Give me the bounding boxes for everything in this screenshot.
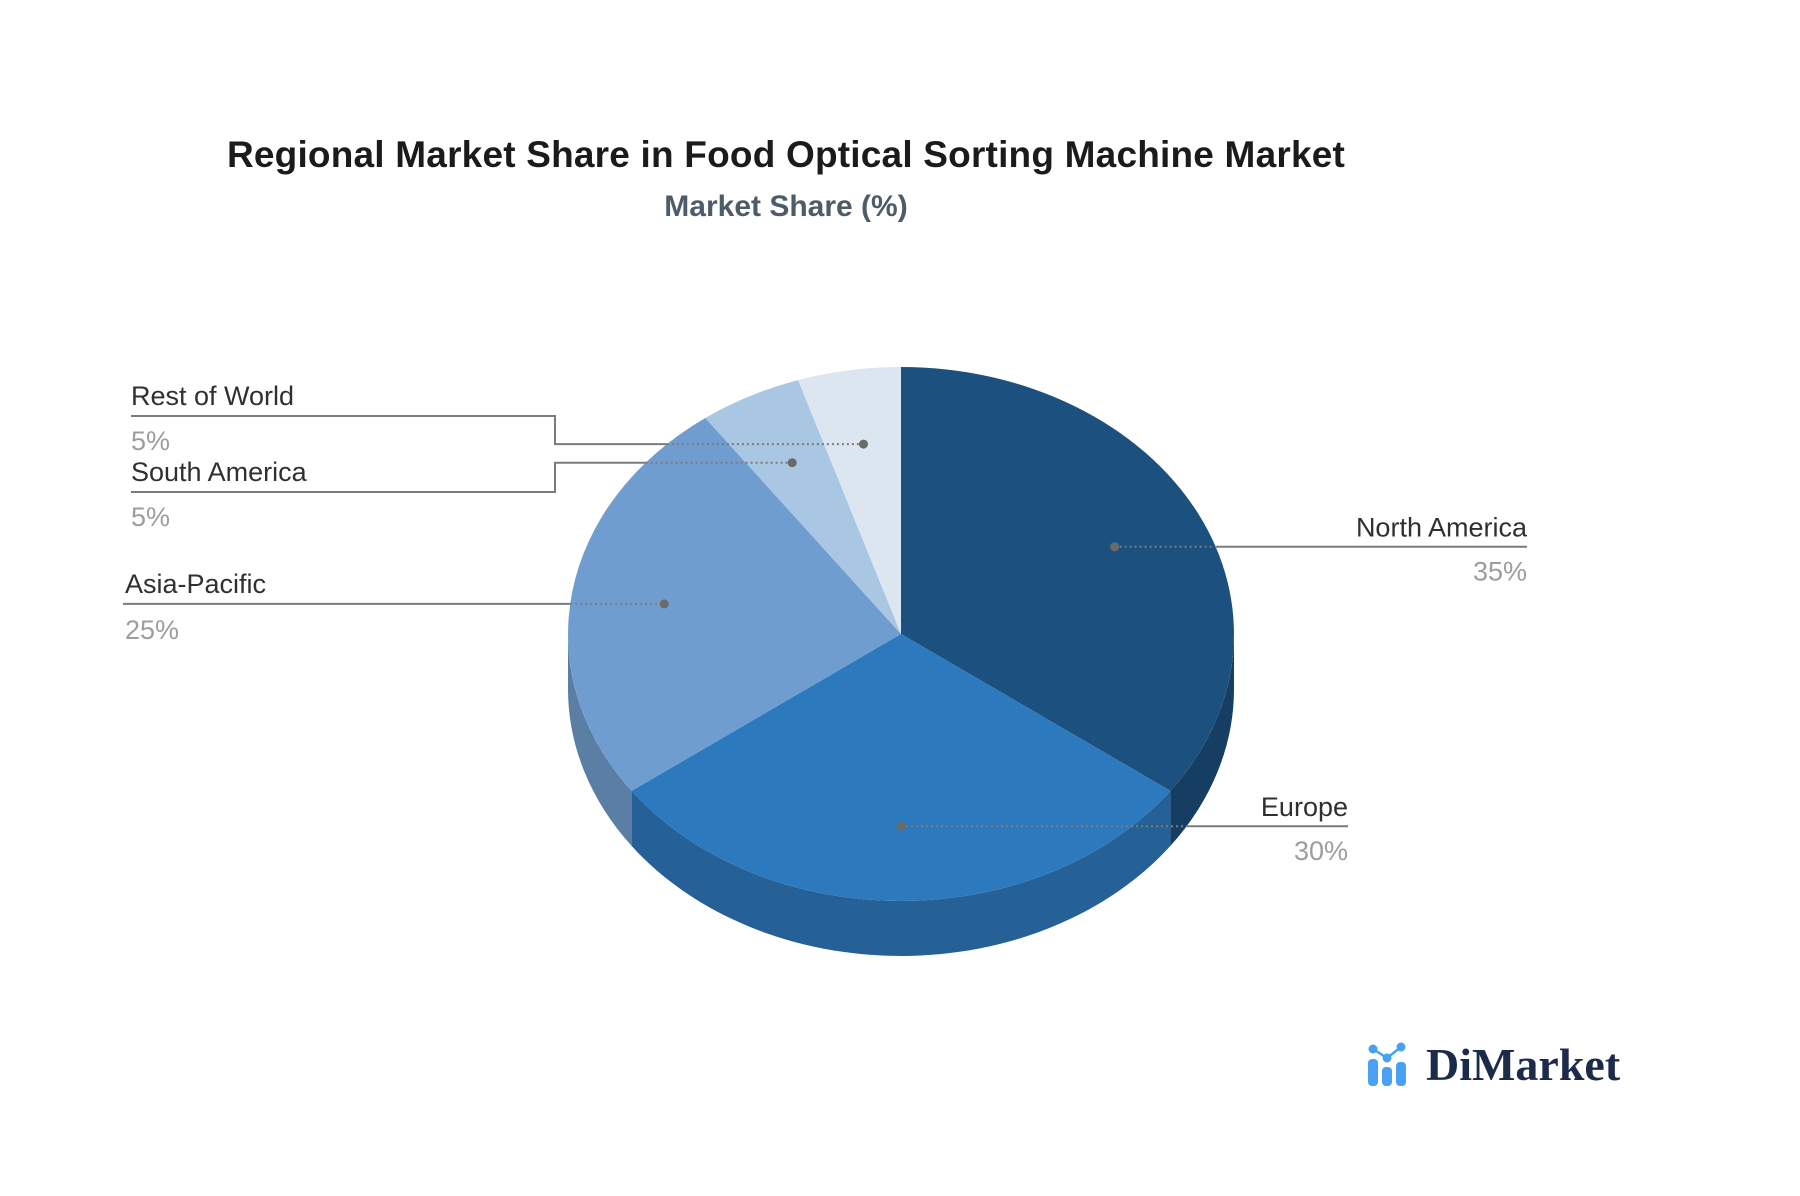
slice-value-rest-of-world: 5% xyxy=(131,426,170,456)
leader-line-stepped xyxy=(131,415,667,446)
slice-label-south-america: South America xyxy=(131,457,308,487)
slice-value-south-america: 5% xyxy=(131,502,170,532)
slice-value-europe: 30% xyxy=(1294,836,1348,866)
bar-line-chart-icon xyxy=(1366,1042,1412,1086)
slice-value-asia-pacific: 25% xyxy=(125,615,179,645)
leader-dot-south-america xyxy=(787,458,797,468)
leader-dot-asia-pacific xyxy=(659,599,669,609)
pie-slice-south-america[interactable] xyxy=(705,380,901,634)
pie-slice-north-america[interactable] xyxy=(901,367,1234,791)
pie-slice-rest-of-world[interactable] xyxy=(798,367,901,634)
leader-line-stepped xyxy=(131,461,646,493)
slice-value-north-america: 35% xyxy=(1473,557,1527,587)
leader-dot-north-america xyxy=(1110,542,1120,552)
slice-label-north-america: North America xyxy=(1356,513,1528,543)
pie-slice-side-europe xyxy=(631,790,1171,956)
slice-label-europe: Europe xyxy=(1261,792,1348,822)
chart-title: Regional Market Share in Food Optical So… xyxy=(226,134,1346,175)
pie-slice-europe[interactable] xyxy=(631,634,1171,901)
pie-slice-side-asia-pacific xyxy=(568,634,632,846)
brand-logo-text: DiMarket xyxy=(1426,1038,1621,1090)
brand-logo: DiMarket xyxy=(1366,1038,1621,1090)
pie-slice-asia-pacific[interactable] xyxy=(568,418,901,791)
pie-slice-side-north-america xyxy=(1170,634,1234,846)
leader-dot-europe xyxy=(896,821,906,831)
slice-label-asia-pacific: Asia-Pacific xyxy=(125,569,266,599)
chart-subtitle: Market Share (%) xyxy=(664,190,908,223)
leader-dot-rest-of-world xyxy=(859,439,868,449)
slice-label-rest-of-world: Rest of World xyxy=(131,381,294,411)
